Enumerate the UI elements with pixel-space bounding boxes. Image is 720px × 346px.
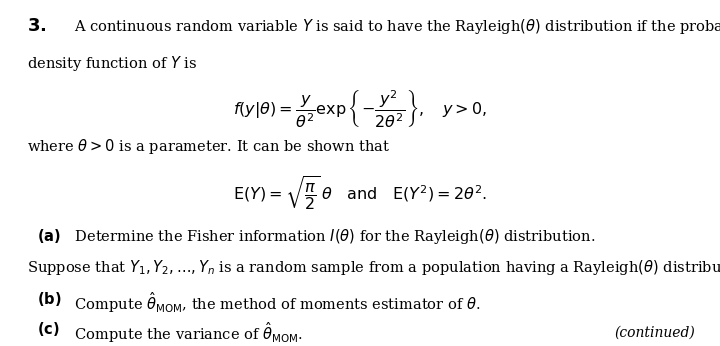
Text: $\mathrm{E}(Y) = \sqrt{\dfrac{\pi}{2}}\, \theta \quad \text{and} \quad \mathrm{E: $\mathrm{E}(Y) = \sqrt{\dfrac{\pi}{2}}\,… <box>233 175 487 213</box>
Text: $f(y|\theta) = \dfrac{y}{\theta^2} \exp\left\{-\dfrac{y^2}{2\theta^2}\right\}, \: $f(y|\theta) = \dfrac{y}{\theta^2} \exp\… <box>233 88 487 130</box>
Text: $\mathbf{3.}$: $\mathbf{3.}$ <box>27 17 47 35</box>
Text: A continuous random variable $Y$ is said to have the Rayleigh$(\theta)$ distribu: A continuous random variable $Y$ is said… <box>74 17 720 36</box>
Text: Determine the Fisher information $I(\theta)$ for the Rayleigh$(\theta)$ distribu: Determine the Fisher information $I(\the… <box>70 227 595 246</box>
Text: (continued): (continued) <box>614 326 695 340</box>
Text: where $\theta > 0$ is a parameter. It can be shown that: where $\theta > 0$ is a parameter. It ca… <box>27 137 390 156</box>
Text: Suppose that $Y_1, Y_2, \ldots, Y_n$ is a random sample from a population having: Suppose that $Y_1, Y_2, \ldots, Y_n$ is … <box>27 258 720 277</box>
Text: Compute the variance of $\hat{\theta}_{\mathrm{MOM}}$.: Compute the variance of $\hat{\theta}_{\… <box>70 320 302 345</box>
Text: $\mathbf{(c)}$: $\mathbf{(c)}$ <box>37 320 60 338</box>
Text: $\mathbf{(a)}$: $\mathbf{(a)}$ <box>37 227 61 245</box>
Text: Compute $\hat{\theta}_{\mathrm{MOM}}$, the method of moments estimator of $\thet: Compute $\hat{\theta}_{\mathrm{MOM}}$, t… <box>70 290 480 315</box>
Text: $\mathbf{(b)}$: $\mathbf{(b)}$ <box>37 290 62 308</box>
Text: density function of $Y$ is: density function of $Y$ is <box>27 54 197 73</box>
